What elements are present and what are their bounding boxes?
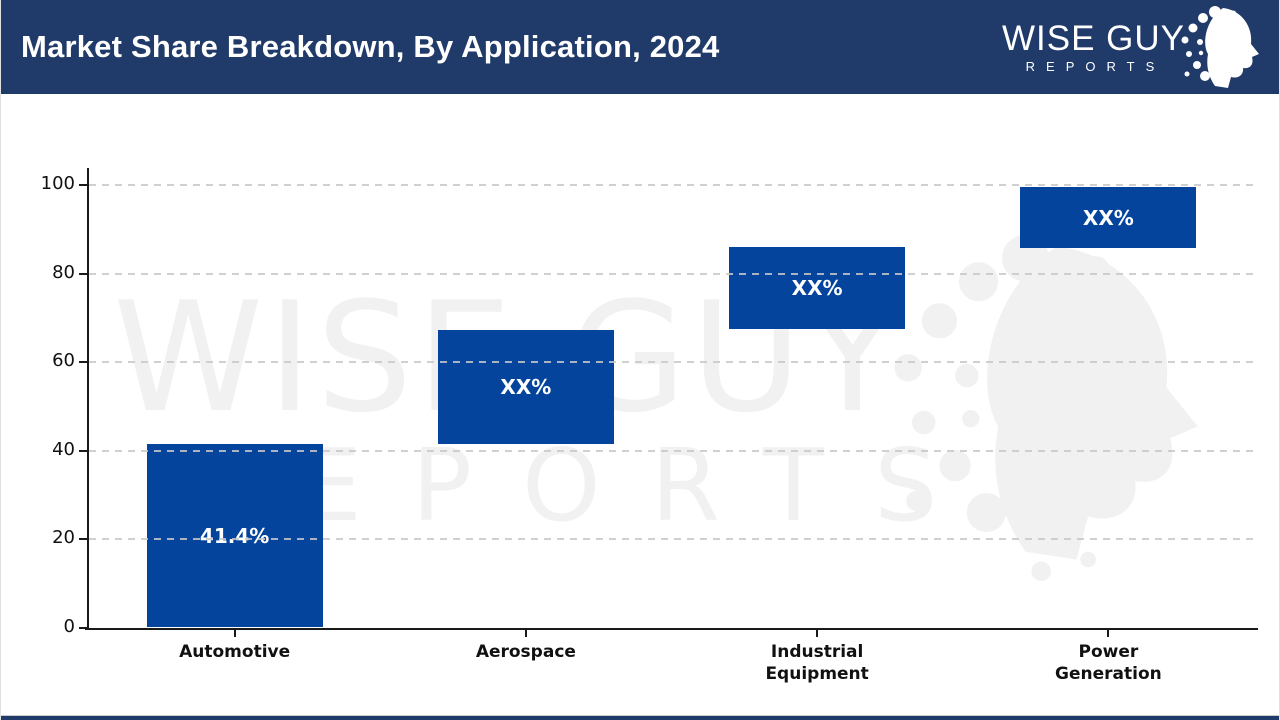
y-tick-label: 100 bbox=[40, 173, 75, 194]
bar-value-label: XX% bbox=[500, 375, 552, 400]
bar-value-label: XX% bbox=[791, 275, 843, 300]
bar-aerospace: XX% bbox=[437, 330, 614, 445]
logo-text: WISE GUY REPORTS bbox=[1002, 21, 1185, 73]
bar-power-generation: XX% bbox=[1020, 187, 1197, 248]
logo-face-icon bbox=[1181, 6, 1259, 88]
footer-divider bbox=[1, 715, 1279, 716]
footer-accent-strip bbox=[1, 716, 1279, 720]
bar-value-label: XX% bbox=[1082, 205, 1134, 230]
y-tick-mark bbox=[79, 184, 87, 186]
x-category-label: Industrial Equipment bbox=[765, 641, 869, 684]
bar-industrial-equipment: XX% bbox=[729, 246, 906, 329]
x-axis-line bbox=[85, 627, 1258, 630]
y-axis-line bbox=[87, 168, 89, 630]
x-tick-mark bbox=[233, 630, 236, 637]
logo-subtext: REPORTS bbox=[1025, 59, 1166, 74]
x-category-label: Automotive bbox=[179, 641, 291, 662]
watermark-face-graphic bbox=[894, 234, 1198, 582]
y-tick-mark bbox=[79, 538, 87, 540]
header-bar: Market Share Breakdown, By Application, … bbox=[1, 0, 1279, 94]
y-tick-mark bbox=[79, 272, 87, 275]
x-tick-mark bbox=[1107, 630, 1110, 637]
bar-automotive: 41.4% bbox=[146, 444, 323, 628]
bar-value-label: 41.4% bbox=[199, 523, 270, 548]
gridline bbox=[89, 184, 1254, 186]
x-tick-mark bbox=[524, 630, 527, 637]
y-tick-label: 40 bbox=[52, 438, 75, 460]
x-category-label: Power Generation bbox=[1055, 641, 1162, 684]
y-tick-mark bbox=[79, 626, 87, 629]
y-tick-mark bbox=[79, 361, 87, 363]
gridline bbox=[89, 361, 1254, 363]
page-title: Market Share Breakdown, By Application, … bbox=[21, 29, 720, 64]
y-tick-label: 0 bbox=[63, 615, 75, 637]
x-tick-mark bbox=[816, 630, 819, 637]
gridline bbox=[89, 272, 1254, 275]
gridline bbox=[89, 449, 1254, 452]
y-tick-mark bbox=[79, 449, 87, 452]
y-tick-label: 60 bbox=[52, 350, 75, 371]
x-category-label: Aerospace bbox=[475, 641, 576, 662]
y-tick-label: 20 bbox=[52, 527, 75, 548]
brand-logo: WISE GUY REPORTS bbox=[1002, 4, 1267, 90]
gridline bbox=[89, 538, 1254, 540]
logo-wordmark: WISE GUY bbox=[1001, 19, 1185, 58]
y-tick-label: 80 bbox=[52, 261, 75, 283]
